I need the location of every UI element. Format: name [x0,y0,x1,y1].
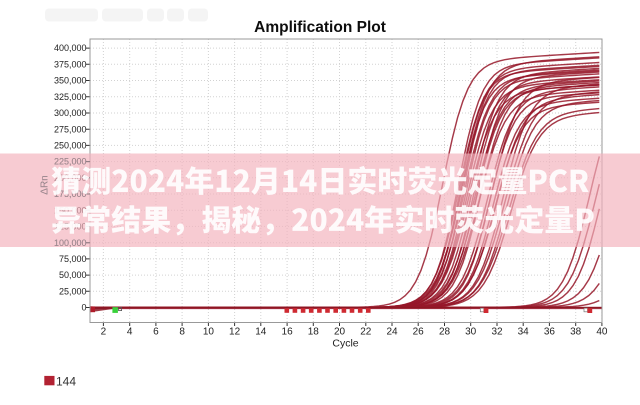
svg-text:4: 4 [127,327,133,338]
svg-text:ΔRn: ΔRn [40,175,51,194]
svg-text:32: 32 [491,327,503,338]
svg-text:16: 16 [282,327,294,338]
svg-text:175,000: 175,000 [54,189,87,199]
svg-text:144: 144 [56,374,76,388]
svg-text:375,000: 375,000 [54,59,87,69]
svg-text:10: 10 [203,327,215,338]
svg-text:14: 14 [255,327,267,338]
svg-text:18: 18 [308,327,320,338]
svg-text:75,000: 75,000 [59,254,87,264]
svg-text:30: 30 [465,327,477,338]
svg-text:250,000: 250,000 [54,141,87,151]
svg-text:0: 0 [81,303,86,313]
svg-text:8: 8 [179,327,185,338]
svg-text:24: 24 [386,327,398,338]
svg-text:6: 6 [153,327,159,338]
svg-text:275,000: 275,000 [54,124,87,134]
svg-text:300,000: 300,000 [54,108,87,118]
svg-text:36: 36 [544,327,556,338]
svg-text:28: 28 [439,327,451,338]
svg-text:225,000: 225,000 [54,157,87,167]
svg-text:40: 40 [596,327,608,338]
svg-text:Cycle: Cycle [332,338,358,350]
svg-text:12: 12 [229,327,241,338]
svg-text:325,000: 325,000 [54,92,87,102]
svg-text:350,000: 350,000 [54,76,87,86]
svg-text:38: 38 [570,327,582,338]
svg-text:400,000: 400,000 [54,43,87,53]
svg-text:25,000: 25,000 [59,286,87,296]
svg-text:20: 20 [334,327,346,338]
svg-text:22: 22 [360,327,372,338]
svg-text:Amplification Plot: Amplification Plot [254,19,386,36]
svg-text:100,000: 100,000 [54,238,87,248]
svg-text:26: 26 [413,327,425,338]
svg-text:50,000: 50,000 [59,270,87,280]
svg-text:2: 2 [101,327,107,338]
svg-text:34: 34 [518,327,530,338]
